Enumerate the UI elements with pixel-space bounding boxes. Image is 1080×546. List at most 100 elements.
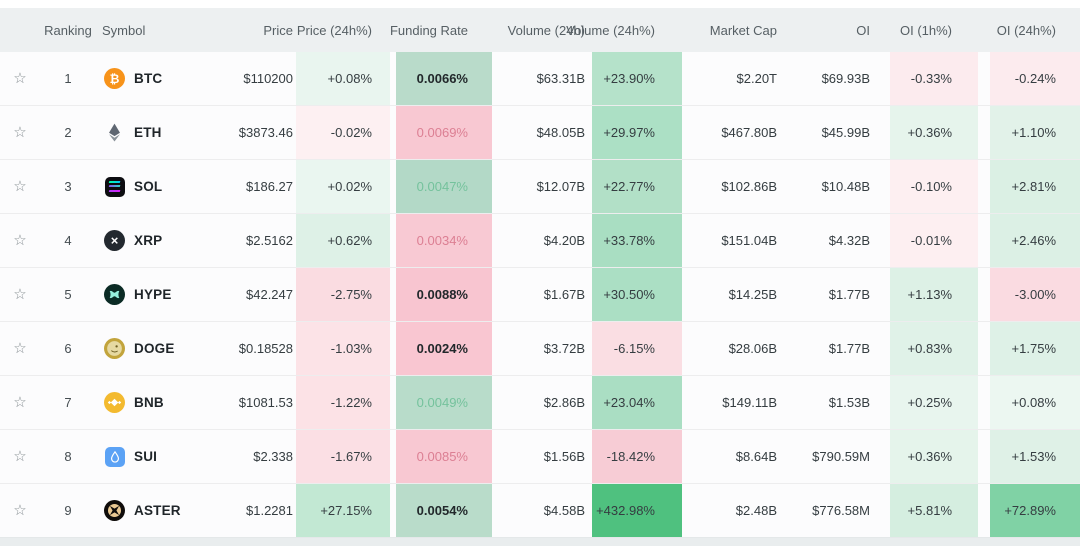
- table-row[interactable]: ☆ 3 SOL $186.27 +0.02% 0.0047% $12.07B +22.77% $…: [0, 160, 1080, 214]
- oi-cell: $1.77B: [828, 287, 870, 302]
- funding-rate-cell: 0.0034%: [396, 214, 492, 267]
- favorite-button[interactable]: ☆: [0, 268, 40, 321]
- table-row[interactable]: ☆ 1 ₿ BTC $110200 +0.08% 0.0066% $63.31B +23.90%…: [0, 52, 1080, 106]
- funding-rate-cell: 0.0088%: [396, 268, 492, 321]
- ranking-cell: 2: [64, 125, 72, 140]
- price-cell: $1081.53: [238, 395, 293, 410]
- symbol-cell[interactable]: HYPE: [96, 268, 226, 321]
- price-cell: $42.247: [246, 287, 293, 302]
- price-cell: $1.2281: [246, 503, 293, 518]
- oi-24h-pct-cell: +2.46%: [990, 214, 1080, 267]
- eth-icon: [104, 122, 125, 143]
- volume-24h-pct-cell: +23.04%: [592, 376, 682, 429]
- star-icon: ☆: [13, 394, 27, 411]
- ranking-cell: 7: [64, 395, 72, 410]
- price-cell: $186.27: [246, 179, 293, 194]
- table-row[interactable]: ☆ 6 DOGE $0.18528 -1.03% 0.0024% $3.72B -6.15% $…: [0, 322, 1080, 376]
- symbol-cell[interactable]: × XRP: [96, 214, 226, 267]
- volume-24h-cell: $1.67B: [543, 287, 585, 302]
- table-row[interactable]: ☆ 4 × XRP $2.5162 +0.62% 0.0034% $4.20B +33.78% $…: [0, 214, 1080, 268]
- market-cap-cell: $149.11B: [722, 395, 777, 410]
- header-gap: [978, 8, 990, 52]
- symbol-cell[interactable]: ASTER: [96, 484, 226, 537]
- favorite-button[interactable]: ☆: [0, 430, 40, 483]
- symbol-label: DOGE: [134, 341, 175, 356]
- oi-cell: $4.32B: [828, 233, 870, 248]
- table-row[interactable]: ☆ 8 SUI $2.338 -1.67% 0.0085% $1.56B -18.42% $8.…: [0, 430, 1080, 484]
- header-price-24h[interactable]: Price (24h%): [296, 22, 372, 38]
- symbol-cell[interactable]: BNB: [96, 376, 226, 429]
- funding-rate-cell: 0.0049%: [396, 376, 492, 429]
- favorite-button[interactable]: ☆: [0, 52, 40, 105]
- ranking-cell: 1: [64, 71, 72, 86]
- funding-rate-cell: 0.0069%: [396, 106, 492, 159]
- oi-24h-pct-cell: +1.10%: [990, 106, 1080, 159]
- oi-cell: $1.77B: [828, 341, 870, 356]
- star-icon: ☆: [13, 124, 27, 141]
- ranking-cell: 8: [64, 449, 72, 464]
- ranking-cell: 6: [64, 341, 72, 356]
- market-cap-cell: $102.86B: [721, 179, 777, 194]
- header-volume-24h[interactable]: Volume (24h): [507, 22, 585, 38]
- volume-24h-cell: $12.07B: [536, 179, 585, 194]
- star-icon: ☆: [13, 232, 27, 249]
- symbol-cell[interactable]: SUI: [96, 430, 226, 483]
- oi-1h-pct-cell: +5.81%: [890, 484, 978, 537]
- column-gap: [978, 106, 990, 159]
- oi-cell: $790.59M: [812, 449, 870, 464]
- column-gap: [978, 322, 990, 375]
- table-row[interactable]: ☆ 5 HYPE $42.247 -2.75% 0.0088% $1.67B +30.50% $…: [0, 268, 1080, 322]
- volume-24h-pct-cell: +23.90%: [592, 52, 682, 105]
- header-volume-24h-pct[interactable]: Volume (24h%): [566, 22, 655, 38]
- oi-1h-pct-cell: +0.36%: [890, 430, 978, 483]
- table-body: ☆ 1 ₿ BTC $110200 +0.08% 0.0066% $63.31B +23.90%…: [0, 52, 1080, 538]
- header-market-cap[interactable]: Market Cap: [709, 22, 777, 38]
- bnb-icon: [104, 392, 125, 413]
- table-row[interactable]: ☆ 2 ETH $3873.46 -0.02% 0.0069% $48.05B +29.97%…: [0, 106, 1080, 160]
- header-price[interactable]: Price: [263, 22, 293, 38]
- price-24h-cell: -1.67%: [296, 430, 390, 483]
- oi-1h-pct-cell: +0.36%: [890, 106, 978, 159]
- symbol-cell[interactable]: SOL: [96, 160, 226, 213]
- favorite-button[interactable]: ☆: [0, 106, 40, 159]
- star-icon: ☆: [13, 340, 27, 357]
- price-24h-cell: +0.02%: [296, 160, 390, 213]
- oi-24h-pct-cell: -3.00%: [990, 268, 1080, 321]
- price-cell: $3873.46: [238, 125, 293, 140]
- symbol-cell[interactable]: ₿ BTC: [96, 52, 226, 105]
- market-cap-cell: $2.48B: [735, 503, 777, 518]
- funding-rate-cell: 0.0054%: [396, 484, 492, 537]
- symbol-cell[interactable]: ETH: [96, 106, 226, 159]
- favorite-button[interactable]: ☆: [0, 484, 40, 537]
- oi-24h-pct-cell: +1.75%: [990, 322, 1080, 375]
- favorite-button[interactable]: ☆: [0, 160, 40, 213]
- price-24h-cell: -1.22%: [296, 376, 390, 429]
- volume-24h-pct-cell: +22.77%: [592, 160, 682, 213]
- volume-24h-cell: $2.86B: [543, 395, 585, 410]
- header-symbol[interactable]: Symbol: [102, 22, 146, 38]
- oi-cell: $10.48B: [821, 179, 870, 194]
- header-oi-24h-pct[interactable]: OI (24h%): [996, 22, 1056, 38]
- column-gap: [978, 160, 990, 213]
- symbol-label: XRP: [134, 233, 163, 248]
- star-icon: ☆: [13, 178, 27, 195]
- header-oi[interactable]: OI: [856, 22, 870, 38]
- oi-1h-pct-cell: +0.25%: [890, 376, 978, 429]
- oi-cell: $776.58M: [812, 503, 870, 518]
- table-row[interactable]: ☆ 7 BNB $1081.53 -1.22% 0.0049% $2.86B +23.04% $…: [0, 376, 1080, 430]
- volume-24h-pct-cell: +432.98%: [592, 484, 682, 537]
- table-row[interactable]: ☆ 9 ASTER $1.2281 +27.15% 0.0054% $4.58B +432.9…: [0, 484, 1080, 538]
- header-funding-rate[interactable]: Funding Rate: [389, 22, 468, 38]
- sui-icon: [104, 446, 125, 467]
- price-24h-cell: -1.03%: [296, 322, 390, 375]
- favorite-button[interactable]: ☆: [0, 376, 40, 429]
- symbol-cell[interactable]: DOGE: [96, 322, 226, 375]
- favorite-button[interactable]: ☆: [0, 322, 40, 375]
- favorite-button[interactable]: ☆: [0, 214, 40, 267]
- header-ranking[interactable]: Ranking: [44, 22, 92, 38]
- header-oi-1h-pct[interactable]: OI (1h%): [899, 22, 952, 38]
- oi-cell: $1.53B: [828, 395, 870, 410]
- market-cap-cell: $467.80B: [721, 125, 777, 140]
- top-margin: [0, 0, 1080, 8]
